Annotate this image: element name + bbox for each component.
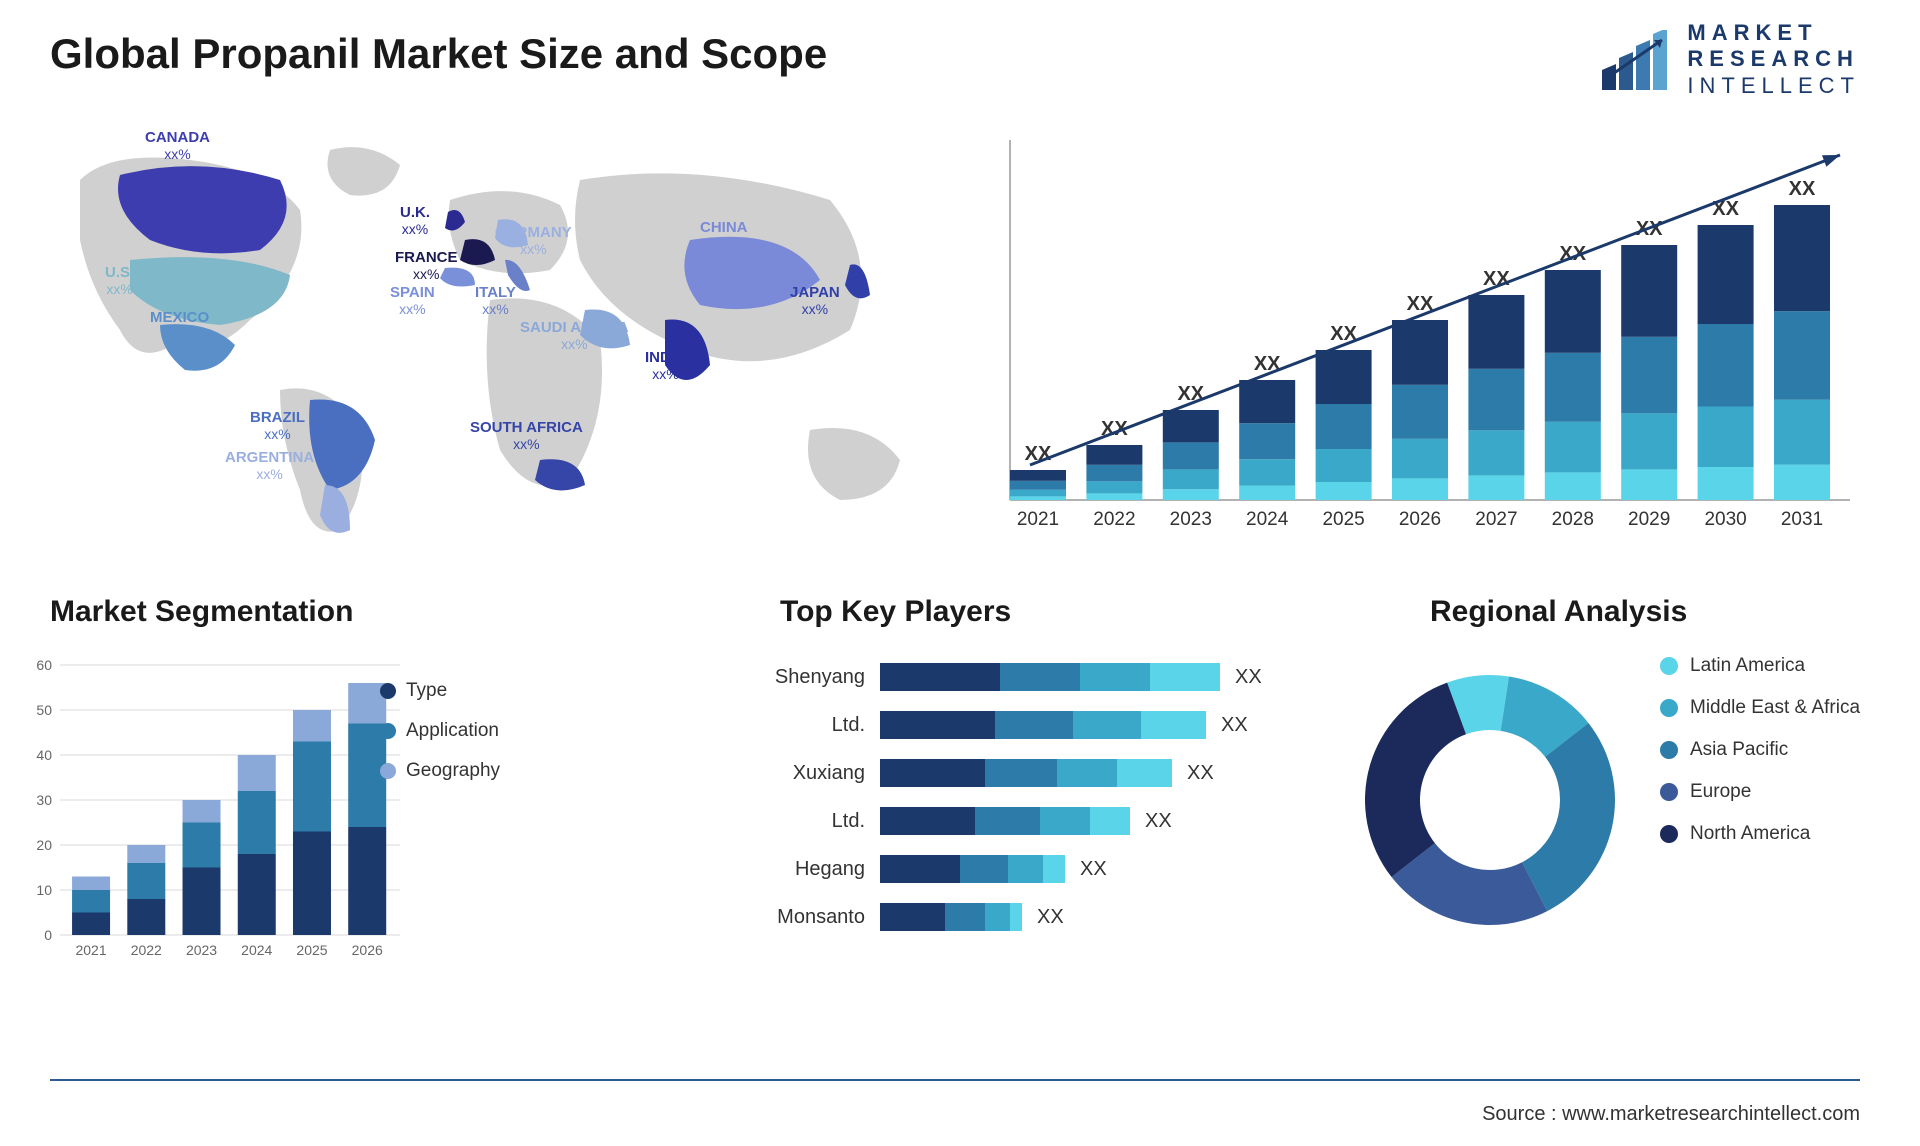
- player-value: XX: [1187, 762, 1214, 785]
- player-value: XX: [1037, 906, 1064, 929]
- svg-text:XX: XX: [1177, 383, 1204, 405]
- player-value: XX: [1080, 858, 1107, 881]
- legend-item: Asia Pacific: [1660, 739, 1860, 761]
- player-row: Ltd. XX: [720, 708, 1340, 742]
- logo-text: MARKET RESEARCH INTELLECT: [1687, 20, 1860, 99]
- svg-text:2026: 2026: [1399, 509, 1441, 530]
- footer-divider: [50, 1079, 1860, 1081]
- svg-text:2029: 2029: [1628, 509, 1670, 530]
- legend-item: Application: [380, 720, 500, 742]
- map-country-label: JAPANxx%: [790, 285, 840, 317]
- svg-text:0: 0: [44, 927, 52, 943]
- key-players-chart: ShenyangXXLtd.XXXuxiangXXLtd.XXHegangXXM…: [720, 660, 1340, 948]
- svg-text:2026: 2026: [352, 942, 383, 958]
- svg-text:2024: 2024: [241, 942, 272, 958]
- player-row: Hegang XX: [720, 852, 1340, 886]
- page-title: Global Propanil Market Size and Scope: [50, 30, 827, 78]
- segmentation-title: Market Segmentation: [50, 595, 353, 629]
- player-name: Monsanto: [720, 906, 880, 929]
- svg-text:60: 60: [36, 657, 52, 673]
- svg-text:20: 20: [36, 837, 52, 853]
- svg-text:2021: 2021: [1017, 509, 1059, 530]
- map-country-label: U.S.xx%: [105, 265, 134, 297]
- legend-item: Latin America: [1660, 655, 1860, 677]
- map-country-label: FRANCExx%: [395, 250, 458, 282]
- player-name: Xuxiang: [720, 762, 880, 785]
- svg-text:2021: 2021: [75, 942, 106, 958]
- map-country-label: MEXICOxx%: [150, 310, 209, 342]
- map-country-label: ITALYxx%: [475, 285, 516, 317]
- map-country-label: ARGENTINAxx%: [225, 450, 314, 482]
- map-country-label: SAUDI ARABIAxx%: [520, 320, 629, 352]
- svg-text:40: 40: [36, 747, 52, 763]
- svg-text:2022: 2022: [1093, 509, 1135, 530]
- map-country-label: BRAZILxx%: [250, 410, 305, 442]
- map-country-label: CANADAxx%: [145, 130, 210, 162]
- growth-bar-chart: XX2021XX2022XX2023XX2024XX2025XX2026XX20…: [980, 120, 1860, 550]
- svg-text:2022: 2022: [131, 942, 162, 958]
- world-map: CANADAxx% U.S.xx% MEXICOxx% BRAZILxx% ARGENT…: [50, 120, 930, 550]
- map-country-label: SPAINxx%: [390, 285, 435, 317]
- brand-logo: MARKET RESEARCH INTELLECT: [1602, 20, 1860, 99]
- segmentation-legend: Type Application Geography: [380, 680, 500, 800]
- regional-title: Regional Analysis: [1430, 595, 1687, 629]
- player-row: Xuxiang XX: [720, 756, 1340, 790]
- svg-text:2025: 2025: [1322, 509, 1364, 530]
- svg-text:10: 10: [36, 882, 52, 898]
- map-country-label: U.K.xx%: [400, 205, 430, 237]
- svg-text:2023: 2023: [186, 942, 217, 958]
- key-players-title: Top Key Players: [780, 595, 1011, 629]
- svg-text:2024: 2024: [1246, 509, 1289, 530]
- legend-item: Europe: [1660, 781, 1860, 803]
- player-name: Ltd.: [720, 714, 880, 737]
- map-country-label: GERMANYxx%: [495, 225, 572, 257]
- svg-text:30: 30: [36, 792, 52, 808]
- svg-text:2030: 2030: [1704, 509, 1746, 530]
- player-row: Shenyang XX: [720, 660, 1340, 694]
- legend-item: Geography: [380, 760, 500, 782]
- logo-bars-icon: [1602, 30, 1672, 90]
- svg-text:2023: 2023: [1170, 509, 1212, 530]
- regional-legend: Latin America Middle East & Africa Asia Pa…: [1660, 655, 1860, 865]
- svg-text:XX: XX: [1789, 178, 1816, 200]
- player-name: Ltd.: [720, 810, 880, 833]
- svg-text:2028: 2028: [1552, 509, 1594, 530]
- svg-text:2027: 2027: [1475, 509, 1517, 530]
- source-text: Source : www.marketresearchintellect.com: [1482, 1103, 1860, 1126]
- svg-text:2025: 2025: [296, 942, 327, 958]
- legend-item: Type: [380, 680, 500, 702]
- player-name: Hegang: [720, 858, 880, 881]
- player-value: XX: [1221, 714, 1248, 737]
- svg-text:2031: 2031: [1781, 509, 1823, 530]
- map-country-label: INDIAxx%: [645, 350, 686, 382]
- player-row: Ltd. XX: [720, 804, 1340, 838]
- map-country-label: SOUTH AFRICAxx%: [470, 420, 583, 452]
- player-value: XX: [1235, 666, 1262, 689]
- svg-text:50: 50: [36, 702, 52, 718]
- player-name: Shenyang: [720, 666, 880, 689]
- map-country-label: CHINAxx%: [700, 220, 748, 252]
- legend-item: Middle East & Africa: [1660, 697, 1860, 719]
- player-row: Monsanto XX: [720, 900, 1340, 934]
- legend-item: North America: [1660, 823, 1860, 845]
- player-value: XX: [1145, 810, 1172, 833]
